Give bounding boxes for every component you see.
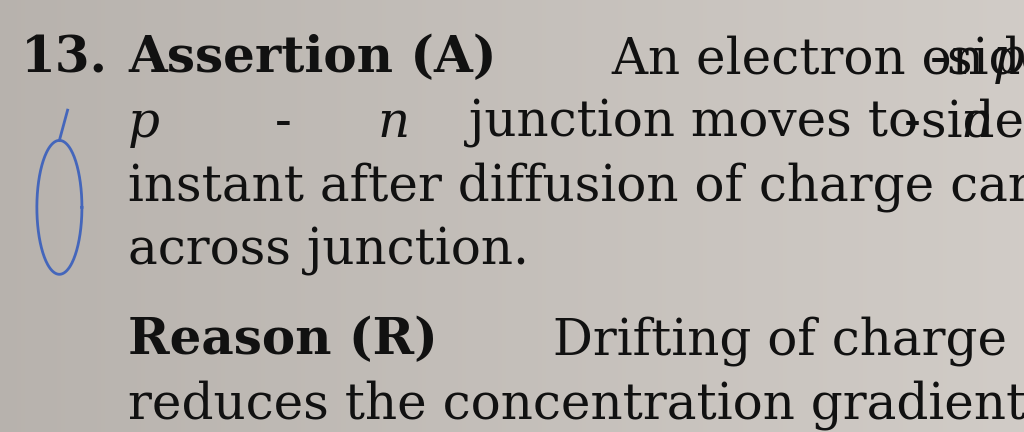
Text: An electron on: An electron on [596,35,999,84]
Text: -: - [259,98,308,148]
Text: reduces the concentration gradient: reduces the concentration gradient [128,380,1024,430]
Text: Assertion (A): Assertion (A) [128,35,497,83]
Text: 13.: 13. [20,35,108,83]
Text: n: n [378,98,410,148]
Text: -side just an: -side just an [904,98,1024,149]
Text: -side of a: -side of a [930,35,1024,84]
Text: Reason (R): Reason (R) [128,316,437,365]
Text: instant after diffusion of charge carriers: instant after diffusion of charge carrie… [128,162,1024,213]
Text: n: n [961,98,992,148]
Text: p: p [128,98,160,148]
Text: junction moves to: junction moves to [453,98,934,148]
Text: Drifting of charge carriers: Drifting of charge carriers [537,316,1024,366]
Text: p: p [993,35,1024,84]
Text: across junction.: across junction. [128,226,529,276]
